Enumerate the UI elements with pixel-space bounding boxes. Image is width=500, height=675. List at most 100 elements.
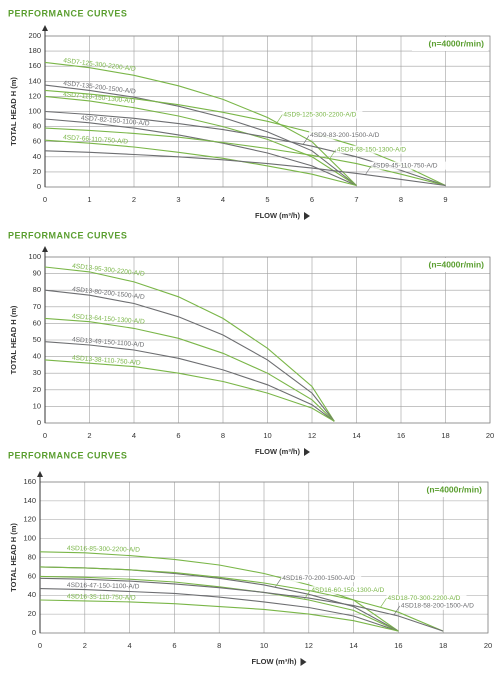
y-axis-arrow [42, 246, 48, 252]
label-bg [399, 601, 480, 610]
series-line [44, 266, 335, 422]
x-tick-label: 12 [305, 641, 313, 650]
x-axis-arrow [304, 448, 310, 456]
y-tick-label: 160 [23, 477, 36, 486]
curve-label: 4SD18-70-300-2200-A/D [387, 595, 460, 602]
label-bg [310, 586, 391, 595]
curve-label: 4SD7-66-110-750-A/D [63, 134, 129, 145]
y-axis-label: TOTAL HEAD H (m) [9, 523, 18, 592]
x-tick-label: 8 [217, 641, 221, 650]
series-line [39, 551, 399, 632]
y-tick-label: 40 [33, 152, 41, 161]
x-tick-label: 8 [221, 431, 225, 440]
curve-label: 4SD9-83-200-1500-A/D [310, 132, 380, 139]
y-tick-label: 60 [33, 137, 41, 146]
y-tick-label: 80 [28, 552, 36, 561]
curve-label: 4SD9-45-110-750-A/D [372, 162, 437, 169]
label-bg [371, 161, 452, 170]
y-tick-label: 70 [33, 302, 41, 311]
series-line [44, 150, 446, 187]
chart-title: PERFORMANCE CURVES [8, 230, 127, 240]
x-tick-label: 20 [484, 641, 492, 650]
label-leader [276, 114, 283, 124]
label-bg [281, 574, 362, 583]
label-bg [335, 145, 416, 154]
x-tick-label: 0 [38, 641, 42, 650]
y-axis-label: TOTAL HEAD H (m) [9, 305, 18, 374]
y-tick-label: 10 [33, 401, 41, 410]
y-tick-label: 50 [33, 335, 41, 344]
series-line [39, 599, 399, 632]
series-line [44, 118, 357, 187]
annotation: (n=4000r/min) [428, 38, 484, 48]
curve-label: 4SD16-60-150-1300-A/D [311, 587, 384, 594]
x-tick-label: 10 [263, 431, 271, 440]
label-leader [274, 578, 282, 588]
series-line [44, 89, 446, 186]
series-line [44, 317, 335, 422]
curve-label: 4SD16-70-200-1500-A/D [282, 575, 355, 582]
x-tick-label: 6 [172, 641, 176, 650]
y-tick-label: 40 [28, 590, 36, 599]
series-line [44, 341, 335, 422]
series-line [44, 61, 357, 186]
y-tick-label: 120 [23, 515, 36, 524]
y-tick-label: 140 [28, 76, 41, 85]
label-bg [386, 594, 467, 603]
chart: PERFORMANCE CURVES 0 20 40 60 80 100 120 140 160 0… [8, 450, 492, 666]
label-leader [380, 598, 387, 608]
y-tick-label: 60 [33, 318, 41, 327]
curve-label: 4SD16-35-110-750-A/D [67, 593, 136, 601]
y-tick-label: 60 [28, 571, 36, 580]
x-axis-label: FLOW (m³/h) [255, 447, 300, 456]
x-tick-label: 20 [486, 431, 494, 440]
x-tick-label: 0 [43, 195, 47, 204]
x-axis-arrow [300, 658, 307, 666]
y-tick-label: 80 [33, 285, 41, 294]
y-tick-label: 180 [28, 46, 41, 55]
y-tick-label: 0 [37, 418, 41, 427]
x-tick-label: 16 [394, 641, 402, 650]
y-axis-label: TOTAL HEAD H (m) [9, 77, 18, 146]
series-line [44, 289, 335, 422]
x-tick-label: 14 [352, 431, 360, 440]
y-tick-label: 100 [28, 106, 41, 115]
x-tick-label: 2 [83, 641, 87, 650]
label-leader [302, 135, 310, 145]
x-tick-label: 4 [132, 431, 136, 440]
chart: PERFORMANCE CURVES0204060801001201401601… [8, 8, 491, 220]
x-tick-label: 6 [176, 431, 180, 440]
x-tick-label: 0 [43, 431, 47, 440]
y-tick-label: 100 [23, 534, 36, 543]
curve-label: 4SD18-58-200-1500-A/D [401, 603, 474, 610]
x-tick-label: 18 [439, 641, 447, 650]
y-tick-label: 20 [33, 385, 41, 394]
label-bg [309, 131, 390, 140]
series-line [44, 139, 357, 187]
x-tick-label: 6 [310, 195, 314, 204]
curve-label: 4SD9-125-300-2200-A/D [283, 111, 356, 118]
x-tick-label: 10 [260, 641, 268, 650]
annotation-box [410, 483, 486, 497]
y-tick-label: 30 [33, 368, 41, 377]
annotation: (n=4000r/min) [428, 259, 484, 269]
x-tick-label: 12 [308, 431, 316, 440]
y-tick-label: 140 [23, 496, 36, 505]
x-axis-label: FLOW (m³/h) [255, 211, 300, 220]
chart: PERFORMANCE CURVES0102030405060708090100… [8, 230, 494, 456]
x-tick-label: 18 [441, 431, 449, 440]
x-axis-arrow [304, 212, 310, 220]
curve-label: 4SD16-47-150-1100-A/D [67, 582, 140, 591]
y-tick-label: 80 [33, 122, 41, 131]
y-tick-label: 100 [28, 252, 41, 261]
chart-title: PERFORMANCE CURVES [8, 450, 127, 460]
y-tick-label: 0 [37, 182, 41, 191]
y-tick-label: 20 [33, 167, 41, 176]
label-bg [282, 110, 363, 119]
x-tick-label: 9 [443, 195, 447, 204]
y-tick-label: 120 [28, 91, 41, 100]
y-tick-label: 0 [32, 628, 36, 637]
series-line [44, 359, 335, 422]
series-line [39, 575, 399, 632]
